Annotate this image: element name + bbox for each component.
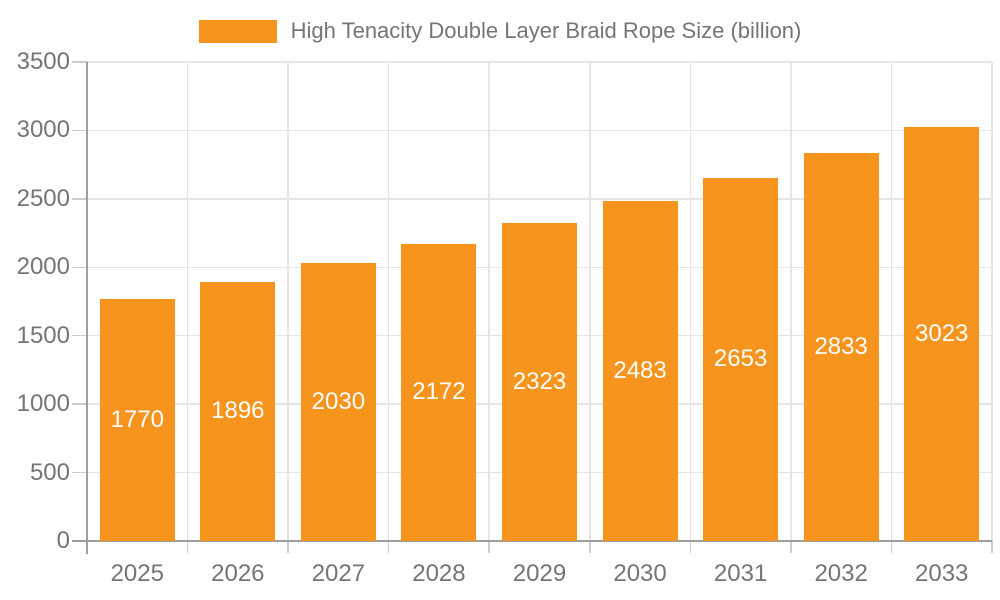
bar-value-label: 2030 — [311, 388, 366, 416]
y-tick-mark — [72, 129, 87, 132]
y-tick-mark — [72, 403, 87, 405]
bar-value-label: 2483 — [613, 357, 667, 385]
x-tick-mark — [186, 541, 189, 553]
y-tick-label: 1500 — [16, 321, 70, 349]
bar: 2323 — [502, 223, 577, 541]
y-tick-label: 3000 — [16, 116, 70, 144]
bar-value-label: 1770 — [110, 405, 164, 433]
gridline-horizontal — [87, 61, 992, 63]
gridline-vertical — [689, 62, 692, 541]
x-tick-mark — [488, 541, 490, 553]
bar-value-label: 2833 — [814, 333, 868, 361]
x-tick-mark — [890, 541, 893, 553]
x-tick-label: 2026 — [211, 560, 265, 587]
y-tick-mark — [72, 266, 87, 269]
x-tick-mark — [991, 541, 993, 553]
bar-value-label: 1896 — [211, 397, 265, 425]
x-tick-label: 2028 — [412, 560, 466, 587]
x-tick-label: 2029 — [512, 560, 567, 587]
x-tick-label: 2027 — [311, 560, 366, 587]
gridline-vertical — [488, 62, 490, 541]
bar: 2833 — [803, 153, 879, 541]
x-tick-mark — [387, 541, 390, 553]
bar: 2030 — [300, 263, 376, 541]
y-tick-label: 1000 — [16, 390, 70, 418]
bar-value-label: 2323 — [512, 368, 567, 396]
y-tick-mark — [72, 471, 87, 474]
bar: 2653 — [703, 177, 779, 541]
gridline-vertical — [890, 62, 893, 541]
bar: 2172 — [401, 243, 477, 541]
x-tick-label: 2031 — [713, 560, 768, 587]
y-tick-label: 2000 — [16, 253, 70, 281]
bar: 1770 — [99, 298, 175, 541]
gridline-vertical — [991, 62, 993, 541]
y-axis-line — [86, 62, 88, 554]
bar-value-label: 2653 — [713, 345, 768, 373]
y-tick-label: 3500 — [16, 48, 70, 75]
y-tick-label: 0 — [56, 527, 70, 554]
legend-swatch — [198, 19, 277, 43]
legend: High Tenacity Double Layer Braid Rope Si… — [0, 12, 1000, 50]
x-tick-mark — [790, 541, 792, 553]
x-tick-label: 2033 — [915, 560, 969, 587]
gridline-vertical — [790, 62, 792, 541]
y-tick-label: 2500 — [16, 184, 70, 212]
bar: 1896 — [200, 281, 276, 541]
gridline-vertical — [589, 62, 591, 541]
x-tick-label: 2025 — [110, 560, 164, 587]
x-tick-mark — [589, 541, 591, 553]
x-tick-label: 2030 — [613, 560, 667, 587]
y-tick-label: 500 — [29, 458, 70, 486]
bar-value-label: 2172 — [412, 378, 466, 406]
bar: 3023 — [904, 127, 980, 541]
x-tick-label: 2032 — [814, 560, 868, 587]
y-tick-mark — [72, 61, 87, 63]
y-tick-mark — [72, 198, 87, 200]
legend-label: High Tenacity Double Layer Braid Rope Si… — [290, 18, 802, 43]
gridline-horizontal — [87, 198, 992, 200]
x-axis-line — [72, 540, 992, 542]
y-tick-mark — [72, 334, 87, 337]
x-tick-mark — [689, 541, 692, 553]
bar-value-label: 3023 — [915, 320, 969, 348]
gridline-vertical — [387, 62, 390, 541]
bar: 2483 — [602, 201, 678, 541]
gridline-vertical — [287, 62, 289, 541]
gridline-horizontal — [87, 129, 992, 132]
x-tick-mark — [287, 541, 289, 553]
gridline-vertical — [186, 62, 189, 541]
